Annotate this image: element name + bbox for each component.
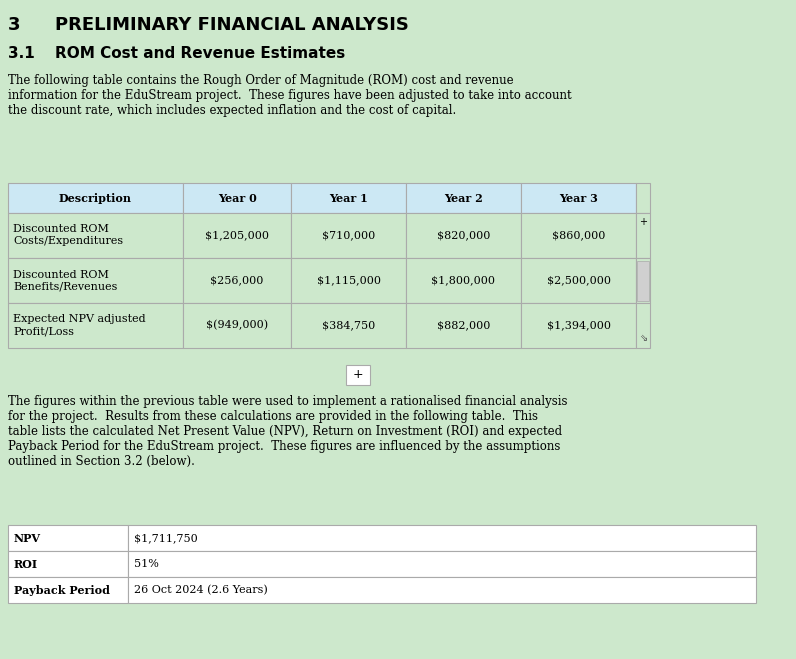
Text: table lists the calculated Net Present Value (NPV), Return on Investment (ROI) a: table lists the calculated Net Present V… [8, 425, 562, 438]
Text: Payback Period: Payback Period [14, 585, 110, 596]
Bar [406, 183, 521, 213]
Bar [128, 577, 756, 603]
Bar [8, 258, 183, 303]
Bar [8, 213, 183, 258]
Bar [183, 213, 291, 258]
Bar [406, 213, 521, 258]
Bar [406, 303, 521, 348]
Text: 51%: 51% [134, 559, 159, 569]
Text: Year 3: Year 3 [559, 192, 598, 204]
Text: 26 Oct 2024 (2.6 Years): 26 Oct 2024 (2.6 Years) [134, 585, 267, 595]
Text: Discounted ROM: Discounted ROM [13, 270, 109, 279]
Text: information for the EduStream project.  These figures have been adjusted to take: information for the EduStream project. T… [8, 89, 572, 102]
Bar [183, 258, 291, 303]
Text: Year 0: Year 0 [217, 192, 256, 204]
Text: The following table contains the Rough Order of Magnitude (ROM) cost and revenue: The following table contains the Rough O… [8, 74, 513, 87]
Bar [636, 303, 650, 348]
Bar [637, 260, 649, 301]
Bar [128, 525, 756, 551]
Text: $384,750: $384,750 [322, 320, 375, 331]
Bar [8, 303, 183, 348]
Bar [636, 183, 650, 213]
Text: $(949,000): $(949,000) [206, 320, 268, 331]
Bar [406, 258, 521, 303]
Text: ROI: ROI [14, 558, 38, 569]
Bar [183, 303, 291, 348]
Text: $1,115,000: $1,115,000 [317, 275, 380, 285]
Text: $1,394,000: $1,394,000 [547, 320, 611, 331]
Bar [346, 365, 370, 385]
Bar [291, 183, 406, 213]
Bar [291, 213, 406, 258]
Text: Expected NPV adjusted: Expected NPV adjusted [13, 314, 146, 324]
Text: +: + [353, 368, 363, 382]
Text: Discounted ROM: Discounted ROM [13, 225, 109, 235]
Bar [291, 303, 406, 348]
Text: The figures within the previous table were used to implement a rationalised fina: The figures within the previous table we… [8, 395, 568, 408]
Text: $710,000: $710,000 [322, 231, 375, 241]
Text: NPV: NPV [14, 532, 41, 544]
Text: 3.1: 3.1 [8, 46, 35, 61]
Text: $1,800,000: $1,800,000 [431, 275, 495, 285]
Text: $2,500,000: $2,500,000 [547, 275, 611, 285]
Text: $882,000: $882,000 [437, 320, 490, 331]
Text: PRELIMINARY FINANCIAL ANALYSIS: PRELIMINARY FINANCIAL ANALYSIS [55, 16, 409, 34]
Text: Year 2: Year 2 [444, 192, 483, 204]
Text: Payback Period for the EduStream project.  These figures are influenced by the a: Payback Period for the EduStream project… [8, 440, 560, 453]
Bar [521, 183, 636, 213]
Text: $860,000: $860,000 [552, 231, 605, 241]
Text: Year 1: Year 1 [329, 192, 368, 204]
Text: Benefits/Revenues: Benefits/Revenues [13, 281, 117, 291]
Bar [183, 183, 291, 213]
Bar [521, 213, 636, 258]
Bar [521, 258, 636, 303]
Text: outlined in Section 3.2 (below).: outlined in Section 3.2 (below). [8, 455, 195, 468]
Text: ⇘: ⇘ [639, 333, 647, 343]
Text: $1,711,750: $1,711,750 [134, 533, 197, 543]
Text: $256,000: $256,000 [210, 275, 263, 285]
Text: Description: Description [59, 192, 132, 204]
Text: $820,000: $820,000 [437, 231, 490, 241]
Bar [521, 303, 636, 348]
Text: 3: 3 [8, 16, 21, 34]
Text: ROM Cost and Revenue Estimates: ROM Cost and Revenue Estimates [55, 46, 345, 61]
Bar [636, 213, 650, 258]
Text: Costs/Expenditures: Costs/Expenditures [13, 237, 123, 246]
Bar [636, 258, 650, 303]
Text: $1,205,000: $1,205,000 [205, 231, 269, 241]
Bar [8, 551, 128, 577]
Bar [291, 258, 406, 303]
Bar [8, 525, 128, 551]
Text: Profit/Loss: Profit/Loss [13, 326, 74, 337]
Bar [8, 183, 183, 213]
Bar [128, 551, 756, 577]
Text: the discount rate, which includes expected inflation and the cost of capital.: the discount rate, which includes expect… [8, 104, 456, 117]
Text: +: + [639, 217, 647, 227]
Bar [8, 577, 128, 603]
Text: for the project.  Results from these calculations are provided in the following : for the project. Results from these calc… [8, 410, 538, 423]
